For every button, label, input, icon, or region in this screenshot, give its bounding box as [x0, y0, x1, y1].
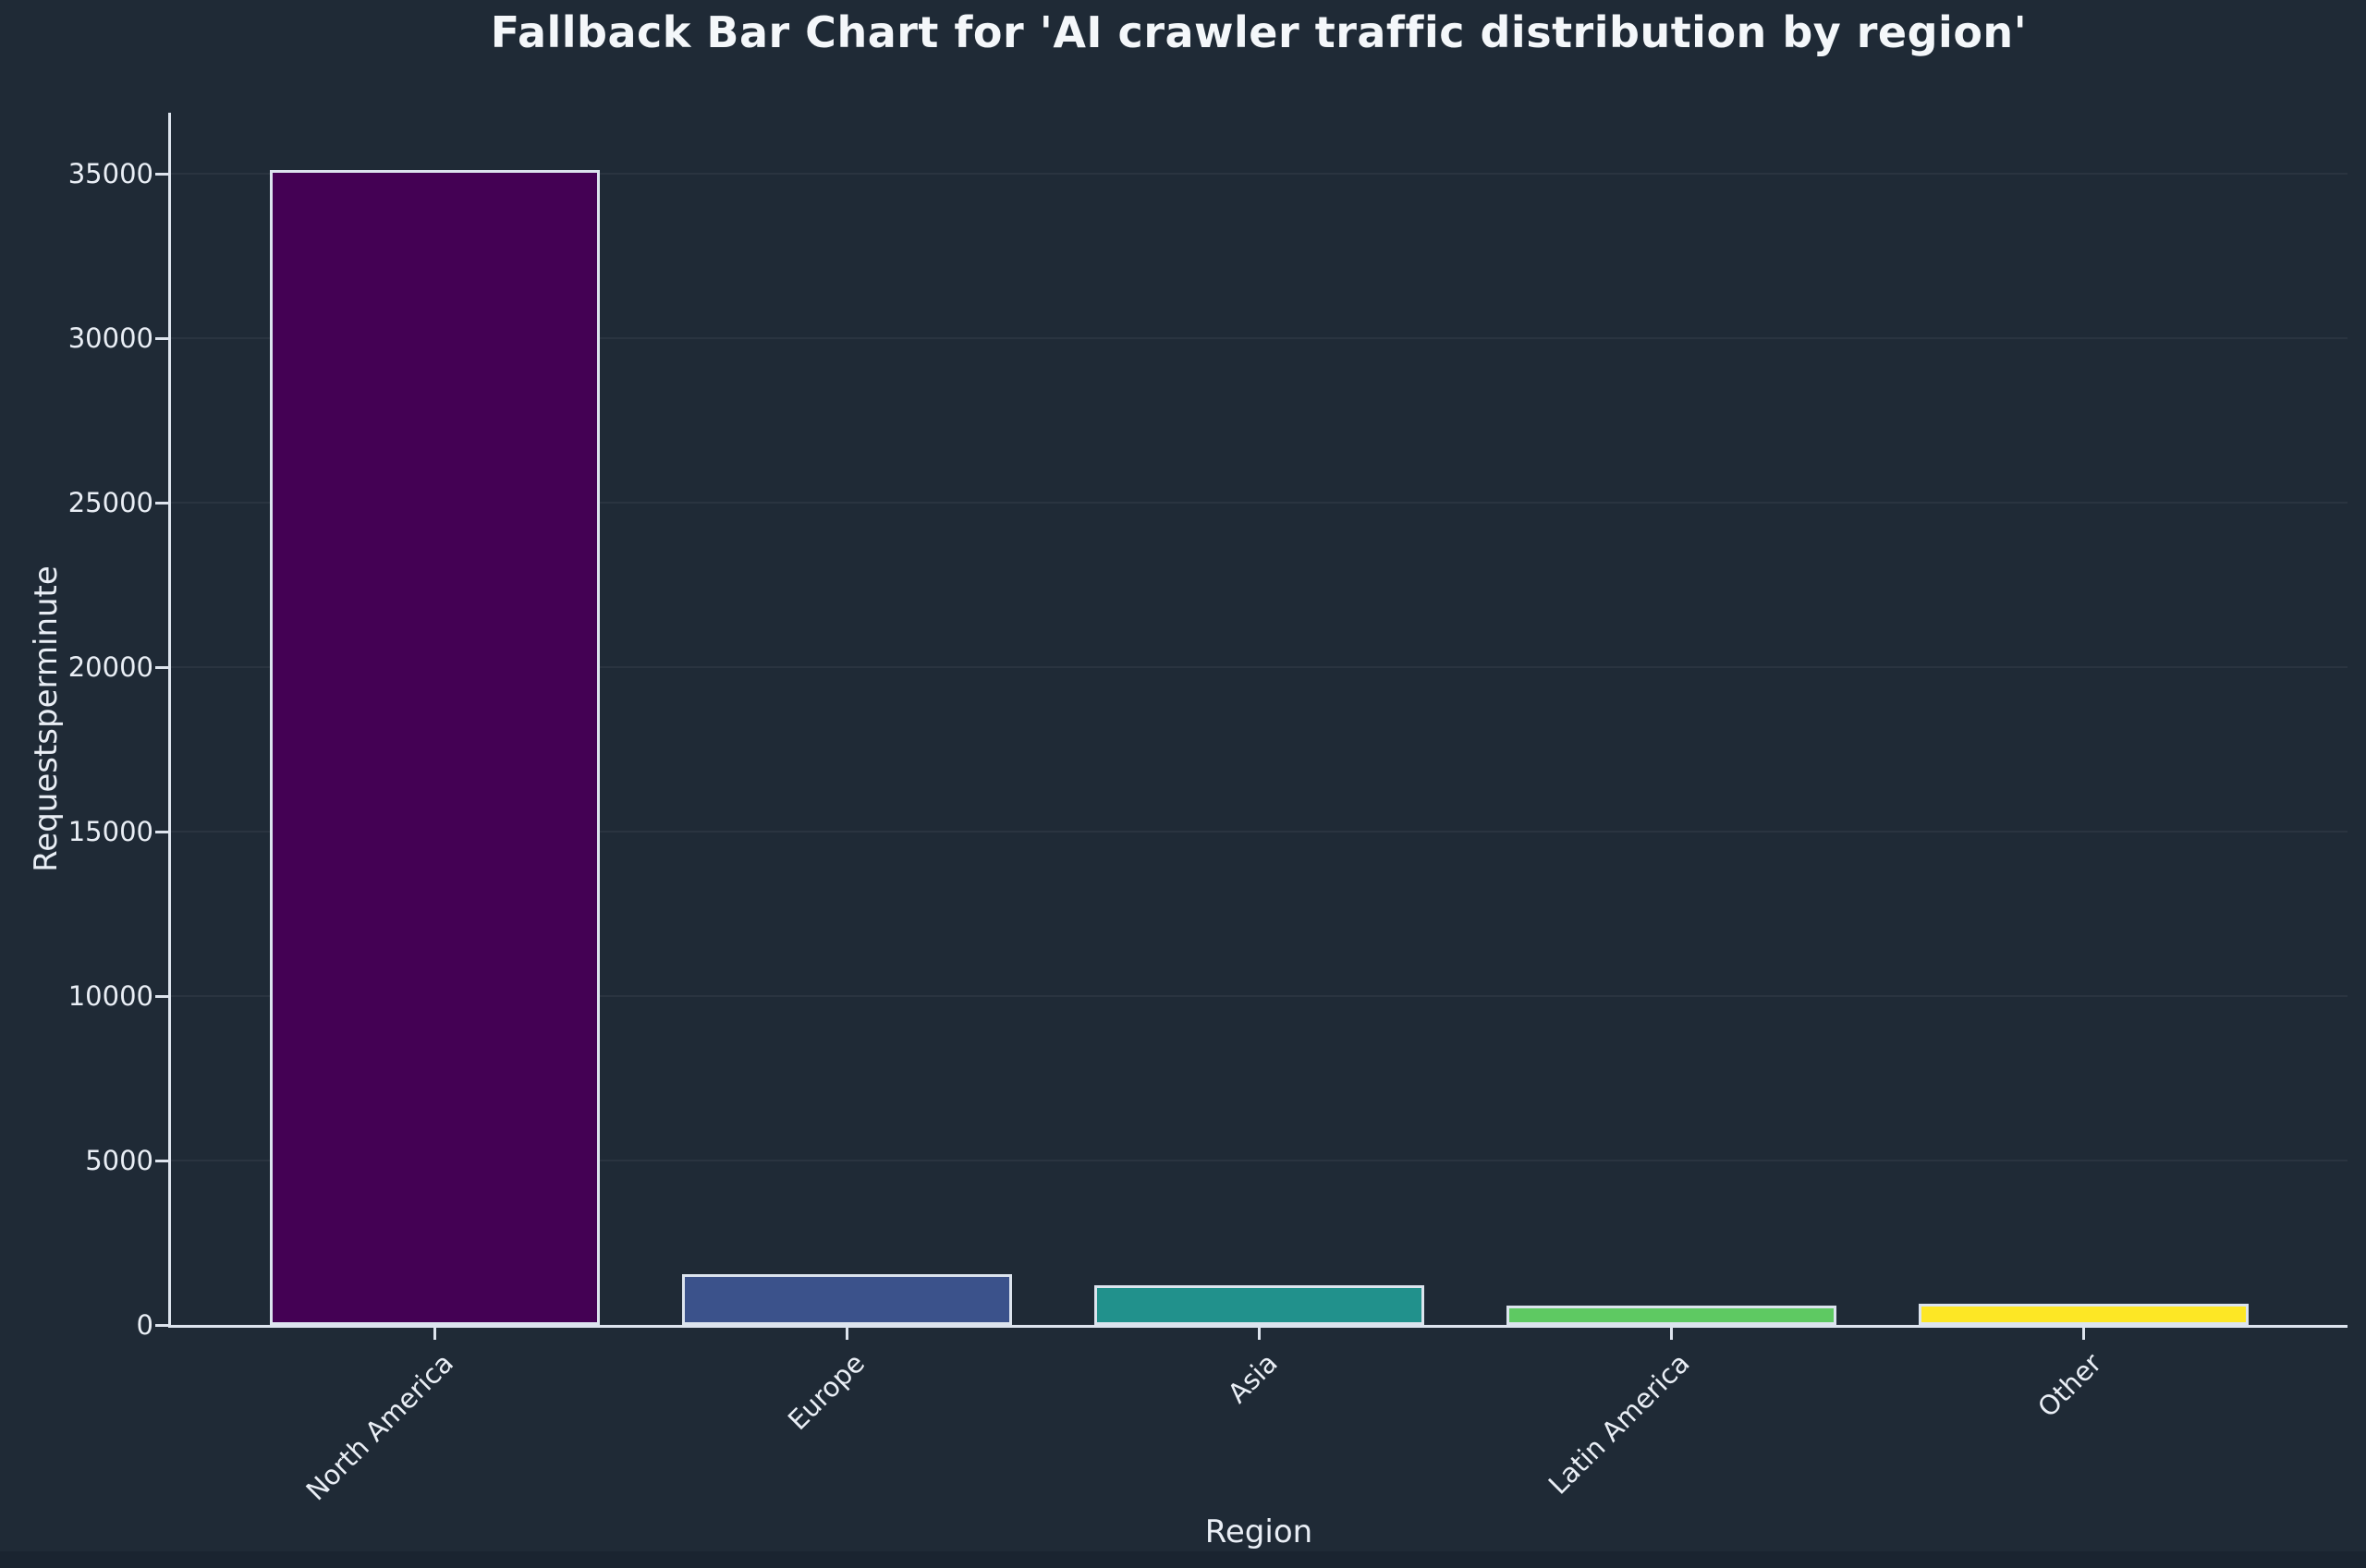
x-axis-title: Region: [1204, 1513, 1313, 1550]
bar-europe: [682, 1273, 1012, 1325]
bottom-edge-strip: [0, 1551, 2366, 1568]
gridline: [171, 995, 2348, 997]
x-tick-label-text: North America: [299, 1347, 459, 1507]
x-tick-mark: [433, 1325, 436, 1340]
y-tick-label: 30000: [67, 322, 153, 355]
x-tick-label-text: Other: [2031, 1347, 2108, 1424]
y-tick-mark: [155, 665, 168, 669]
x-tick-label-text: Latin America: [1542, 1347, 1696, 1501]
y-axis-spine: [168, 113, 171, 1328]
y-tick-mark: [155, 336, 168, 340]
y-tick-mark: [155, 994, 168, 998]
x-tick-mark: [2082, 1325, 2086, 1340]
gridline: [171, 337, 2348, 340]
y-tick-label: 35000: [67, 158, 153, 190]
bar-other: [1919, 1304, 2249, 1325]
y-tick-mark: [155, 1323, 168, 1327]
y-tick-label: 15000: [67, 816, 153, 847]
x-tick-label-text: Asia: [1221, 1347, 1284, 1410]
y-tick-label: 0: [136, 1309, 153, 1341]
gridline: [171, 831, 2348, 833]
y-tick-mark: [155, 830, 168, 833]
bar-north-america: [270, 170, 600, 1325]
x-tick-mark: [1258, 1325, 1261, 1340]
y-tick-label: 5000: [85, 1145, 153, 1176]
gridline: [171, 666, 2348, 669]
y-axis-title: Requestsperminute: [28, 565, 65, 872]
gridline: [171, 173, 2348, 176]
bar-latin-america: [1506, 1305, 1836, 1325]
x-tick-mark: [845, 1325, 848, 1340]
x-tick-mark: [1670, 1325, 1674, 1340]
y-tick-mark: [155, 172, 168, 176]
y-tick-label: 10000: [67, 980, 153, 1012]
chart-title: Fallback Bar Chart for 'AI crawler traff…: [490, 7, 2028, 57]
gridline: [171, 502, 2348, 504]
y-tick-label: 25000: [67, 487, 153, 519]
y-tick-mark: [155, 1159, 168, 1162]
plot-area: [168, 113, 2348, 1328]
y-tick-mark: [155, 501, 168, 504]
gridline: [171, 1160, 2348, 1161]
y-tick-label: 20000: [67, 651, 153, 684]
bar-asia: [1094, 1285, 1424, 1325]
x-tick-label-text: Europe: [782, 1347, 872, 1437]
